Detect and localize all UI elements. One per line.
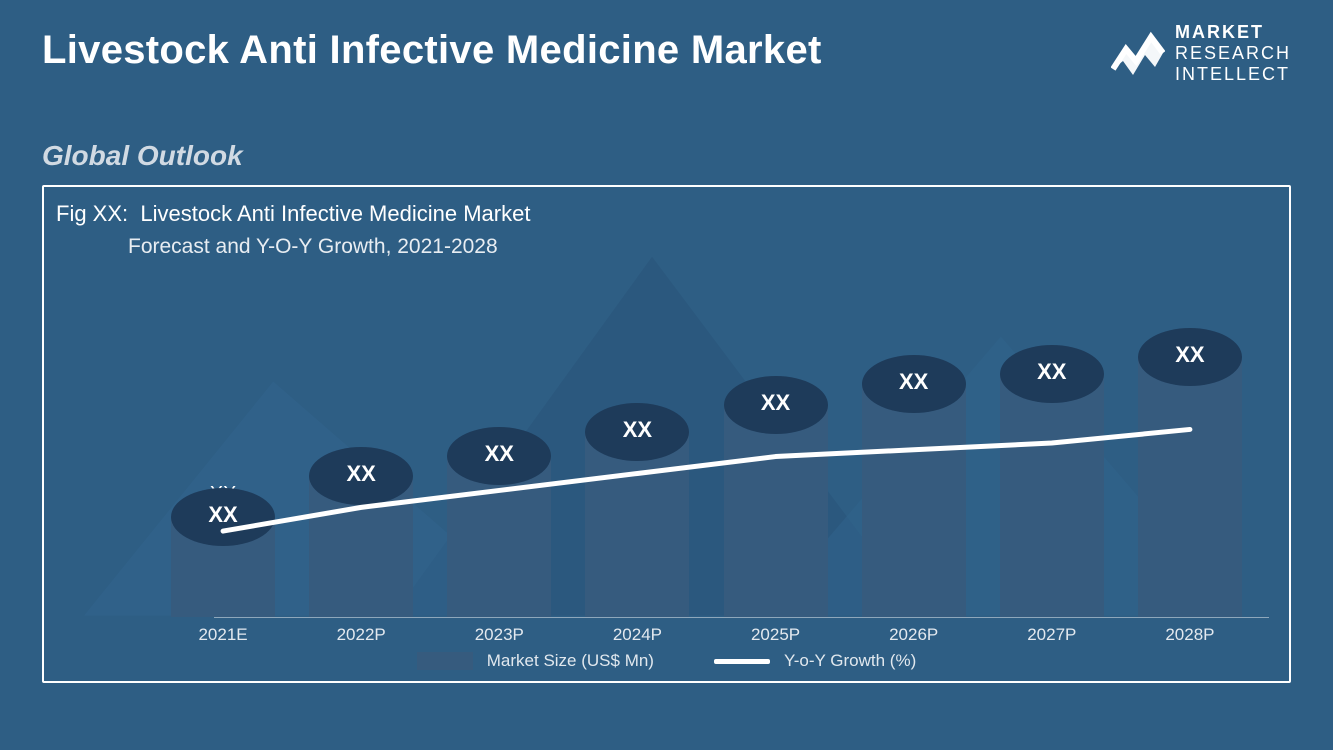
x-tick-label: 2027P [1000, 625, 1104, 645]
figure-title: Livestock Anti Infective Medicine Market [140, 201, 530, 226]
logo-line1: MARKET [1175, 22, 1264, 42]
x-tick-label: 2025P [724, 625, 828, 645]
legend-line-label: Y-o-Y Growth (%) [784, 651, 916, 671]
x-axis-labels: 2021E 2022P 2023P 2024P 2025P 2026P 2027P 2028P [154, 625, 1259, 645]
x-tick-label: 2028P [1138, 625, 1242, 645]
chart-frame: Fig XX: Livestock Anti Infective Medicin… [42, 185, 1291, 683]
logo-line3: INTELLECT [1175, 64, 1290, 84]
x-tick-label: 2023P [447, 625, 551, 645]
logo-line2: RESEARCH [1175, 43, 1291, 63]
legend-item-bar: Market Size (US$ Mn) [417, 651, 654, 671]
figure-subtitle: Forecast and Y-O-Y Growth, 2021-2028 [128, 231, 530, 264]
brand-logo: MARKET RESEARCH INTELLECT [1111, 22, 1291, 86]
legend-item-line: Y-o-Y Growth (%) [714, 651, 916, 671]
plot-area: XXXXXXXXXXXXXXXXXXXXXXXXXXXXXXXX [154, 277, 1259, 617]
chart-baseline [214, 617, 1269, 618]
section-subtitle: Global Outlook [42, 140, 243, 172]
x-tick-label: 2026P [862, 625, 966, 645]
x-tick-label: 2021E [171, 625, 275, 645]
legend-bar-label: Market Size (US$ Mn) [487, 651, 654, 671]
x-tick-label: 2022P [309, 625, 413, 645]
legend-swatch-bar [417, 652, 473, 670]
logo-text: MARKET RESEARCH INTELLECT [1175, 22, 1291, 86]
x-tick-label: 2024P [585, 625, 689, 645]
growth-line [154, 277, 1259, 616]
chart-legend: Market Size (US$ Mn) Y-o-Y Growth (%) [44, 651, 1289, 671]
page-title: Livestock Anti Infective Medicine Market [42, 28, 822, 73]
legend-swatch-line [714, 659, 770, 664]
logo-mark-icon [1111, 27, 1165, 81]
figure-label: Fig XX: [56, 201, 128, 226]
figure-caption: Fig XX: Livestock Anti Infective Medicin… [56, 197, 530, 264]
